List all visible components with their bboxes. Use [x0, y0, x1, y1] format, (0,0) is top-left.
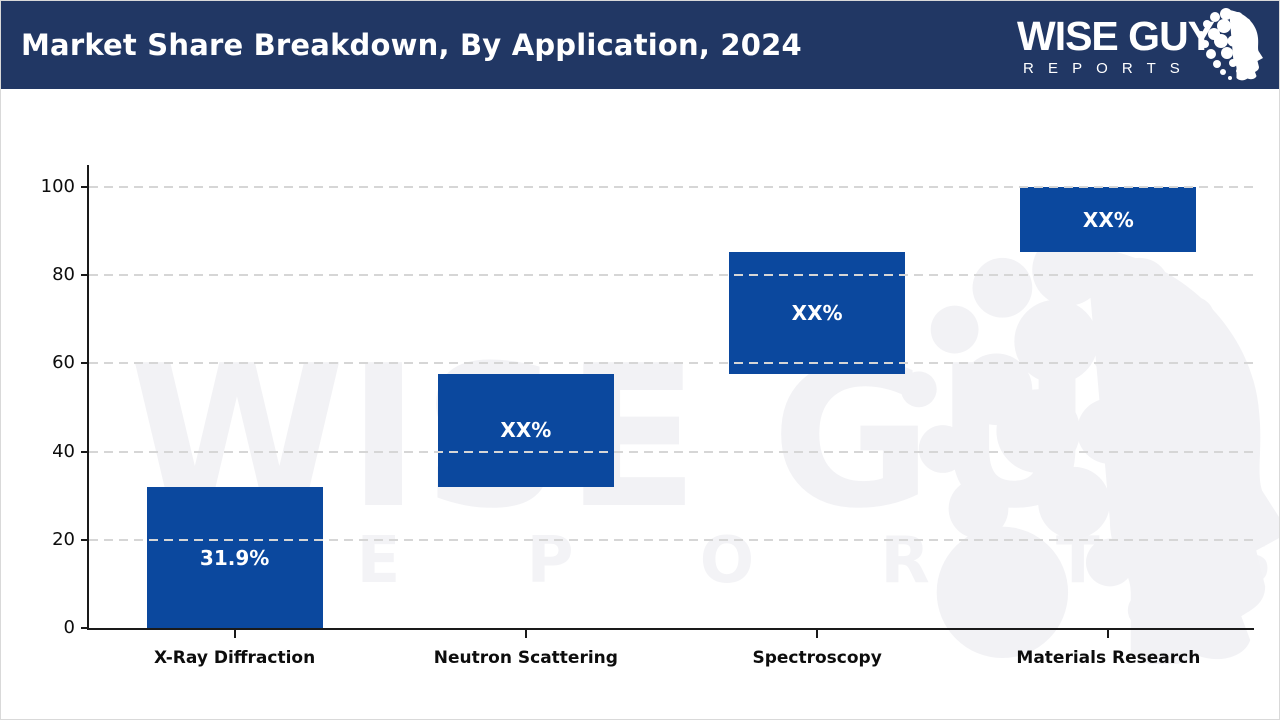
- y-axis: [87, 165, 89, 630]
- watermark-head-graphic: [900, 234, 1279, 664]
- x-tick-1: [233, 630, 236, 638]
- bar-value-label: XX%: [500, 418, 552, 443]
- category-label-4: Materials Research: [1016, 648, 1201, 668]
- y-tick-label-60: 60: [52, 352, 75, 374]
- x-tick-3: [816, 630, 819, 638]
- bar-segment-4: XX%: [1020, 187, 1197, 253]
- bar-value-label: 31.9%: [199, 545, 270, 570]
- y-tick-label-100: 100: [40, 176, 75, 198]
- bar-value-label: XX%: [1082, 207, 1134, 232]
- y-tick-label-80: 80: [52, 264, 75, 286]
- logo-head-icon: [1198, 8, 1263, 81]
- category-label-1: X-Ray Diffraction: [154, 648, 316, 668]
- y-tick-label-20: 20: [52, 528, 75, 550]
- y-tick-40: [81, 450, 89, 453]
- logo-subtext: R E P O R T S: [1023, 60, 1185, 77]
- x-axis: [87, 628, 1254, 630]
- y-tick-100: [81, 186, 89, 189]
- gridline-60: [89, 362, 1254, 365]
- logo-wordmark: WISE GUY: [1017, 13, 1215, 59]
- page-title: Market Share Breakdown, By Application, …: [21, 28, 802, 62]
- y-tick-label-40: 40: [52, 440, 75, 462]
- bar-value-label: XX%: [791, 300, 843, 325]
- gridline-20: [89, 538, 1254, 541]
- watermark: WISE GUY R E P O R T S: [1, 89, 1279, 713]
- bar-segment-2: XX%: [437, 373, 614, 488]
- category-label-2: Neutron Scattering: [433, 648, 618, 668]
- y-tick-20: [81, 538, 89, 541]
- y-tick-0: [81, 627, 89, 629]
- x-tick-2: [524, 630, 527, 638]
- wise-guy-reports-logo: WISE GUY R E P O R T S: [1017, 8, 1263, 81]
- bar-segment-1: 31.9%: [146, 487, 323, 628]
- gridline-40: [89, 450, 1254, 453]
- header-band: Market Share Breakdown, By Application, …: [1, 1, 1279, 89]
- bar-segment-3: XX%: [729, 252, 906, 374]
- gridline-100: [89, 186, 1254, 189]
- category-label-3: Spectroscopy: [752, 648, 882, 668]
- gridline-80: [89, 274, 1254, 277]
- y-tick-60: [81, 362, 89, 365]
- y-tick-label-0: 0: [63, 617, 75, 638]
- y-tick-80: [81, 274, 89, 277]
- x-tick-4: [1107, 630, 1110, 638]
- waterfall-chart: 0 20 40 60 80 100 31.9% X-Ray Diffraction XX% Neu…: [1, 89, 1279, 713]
